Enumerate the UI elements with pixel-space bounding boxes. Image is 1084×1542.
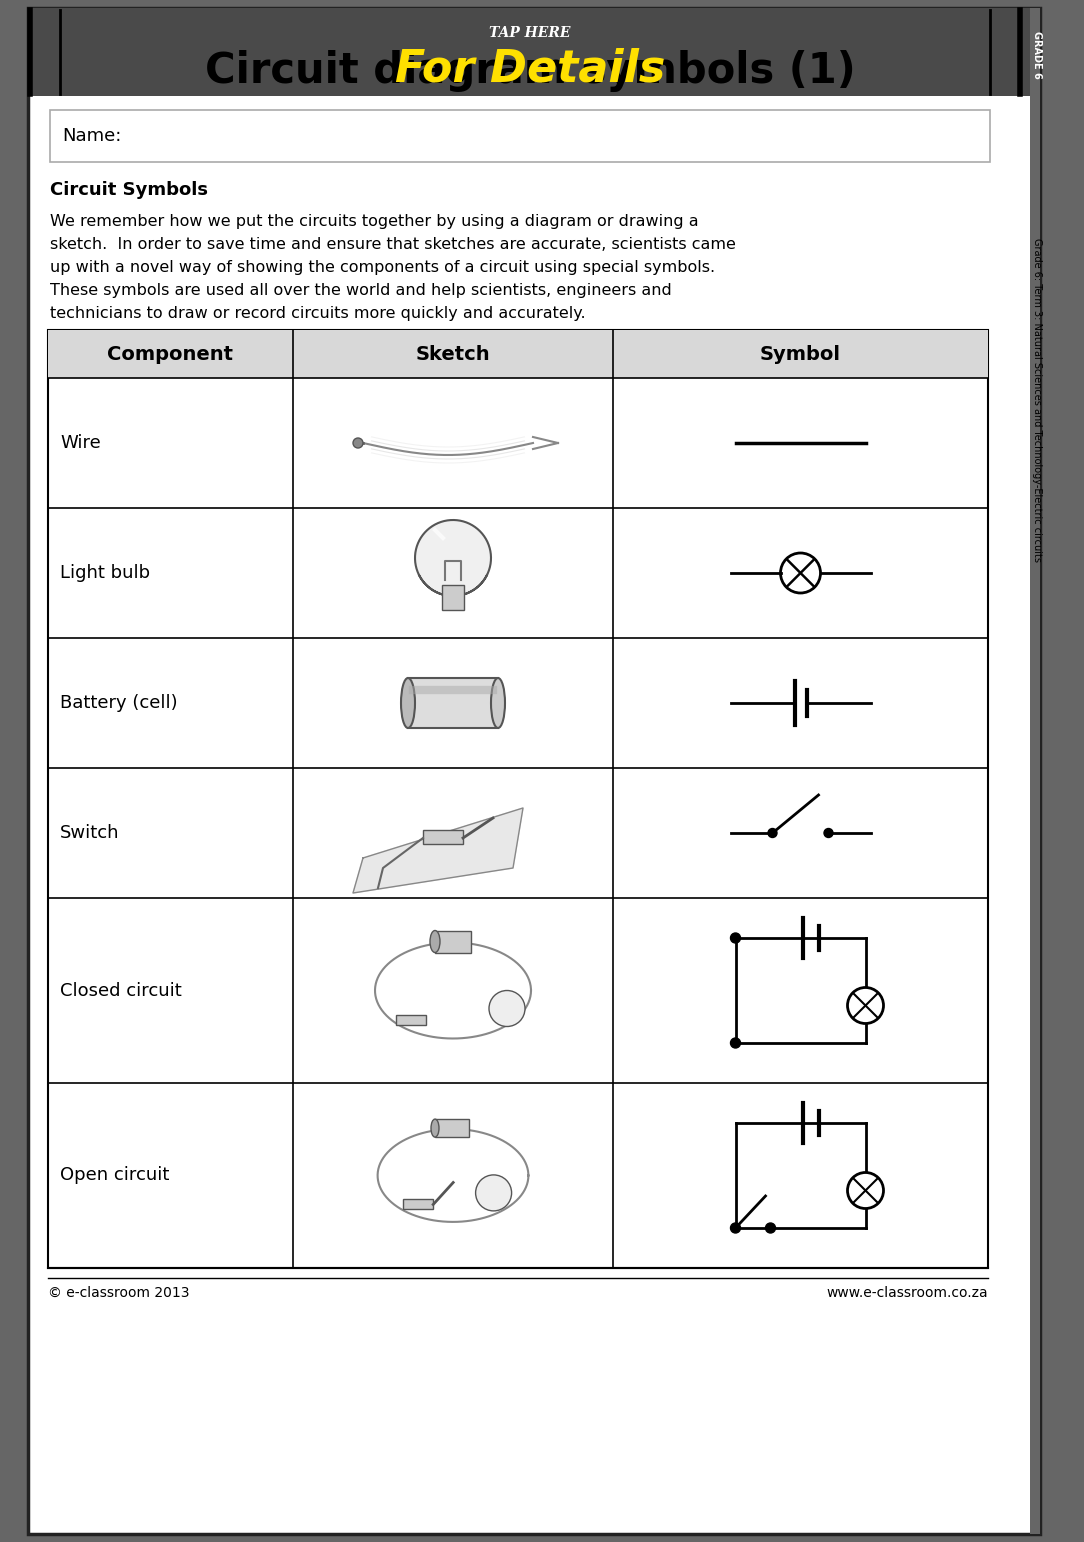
- Text: Circuit diagram symbols (1): Circuit diagram symbols (1): [205, 51, 855, 93]
- Bar: [28, 8, 1030, 96]
- Ellipse shape: [401, 678, 415, 728]
- Circle shape: [824, 828, 833, 837]
- Text: up with a novel way of showing the components of a circuit using special symbols: up with a novel way of showing the compo…: [50, 261, 715, 274]
- Ellipse shape: [431, 1119, 439, 1136]
- Text: sketch.  In order to save time and ensure that sketches are accurate, scientists: sketch. In order to save time and ensure…: [50, 237, 736, 251]
- Bar: [403, 1198, 434, 1209]
- Circle shape: [731, 1223, 740, 1234]
- Circle shape: [767, 828, 777, 837]
- Bar: [396, 1015, 426, 1024]
- Text: We remember how we put the circuits together by using a diagram or drawing a: We remember how we put the circuits toge…: [50, 214, 698, 230]
- Text: Grade 6: Term 3: Natural Sciences and Technology-Electric circuits: Grade 6: Term 3: Natural Sciences and Te…: [1032, 237, 1042, 561]
- Text: Circuit Symbols: Circuit Symbols: [50, 180, 208, 199]
- Text: These symbols are used all over the world and help scientists, engineers and: These symbols are used all over the worl…: [50, 284, 672, 298]
- Text: For Details: For Details: [395, 48, 666, 91]
- Text: Wire: Wire: [60, 433, 101, 452]
- Text: Light bulb: Light bulb: [60, 564, 150, 581]
- Ellipse shape: [491, 678, 505, 728]
- Bar: [48, 330, 988, 378]
- Polygon shape: [415, 520, 491, 597]
- Circle shape: [489, 990, 525, 1027]
- Text: Component: Component: [107, 344, 233, 364]
- Ellipse shape: [430, 930, 440, 953]
- Text: Sketch: Sketch: [415, 344, 490, 364]
- Bar: [48, 330, 988, 1268]
- Text: technicians to draw or record circuits more quickly and accurately.: technicians to draw or record circuits m…: [50, 305, 585, 321]
- Text: Open circuit: Open circuit: [60, 1166, 169, 1184]
- Circle shape: [780, 554, 821, 594]
- Bar: [1030, 8, 1040, 1534]
- Circle shape: [353, 438, 363, 449]
- Bar: [423, 830, 463, 843]
- Bar: [50, 109, 990, 162]
- Polygon shape: [353, 808, 522, 893]
- Bar: [408, 678, 498, 728]
- Text: GRADE 6: GRADE 6: [1032, 31, 1042, 79]
- Circle shape: [476, 1175, 512, 1210]
- Text: Symbol: Symbol: [760, 344, 841, 364]
- Circle shape: [731, 1038, 740, 1049]
- Text: www.e-classroom.co.za: www.e-classroom.co.za: [826, 1286, 988, 1300]
- Bar: [435, 930, 472, 953]
- Text: Battery (cell): Battery (cell): [60, 694, 178, 712]
- Circle shape: [731, 933, 740, 944]
- Circle shape: [765, 1223, 775, 1234]
- Text: © e-classroom 2013: © e-classroom 2013: [48, 1286, 190, 1300]
- Bar: [442, 584, 464, 609]
- Text: Name:: Name:: [62, 126, 121, 145]
- Text: Closed circuit: Closed circuit: [60, 982, 182, 999]
- Text: TAP HERE: TAP HERE: [489, 26, 571, 40]
- Text: Switch: Switch: [60, 823, 119, 842]
- Circle shape: [848, 987, 883, 1024]
- Bar: [435, 1119, 469, 1136]
- Circle shape: [848, 1172, 883, 1209]
